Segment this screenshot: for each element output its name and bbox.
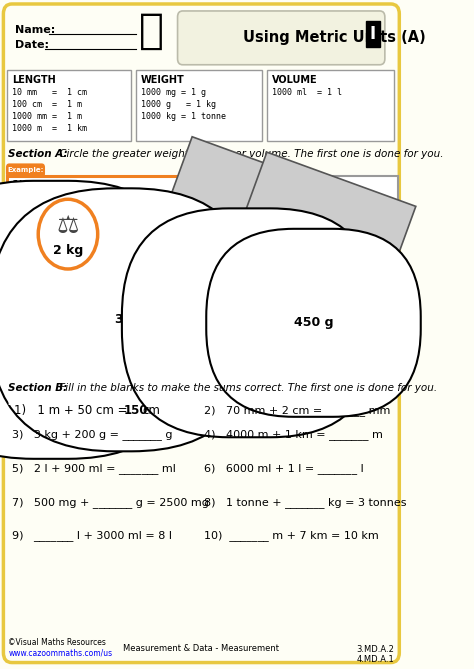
Text: 2)   70 mm + 2 cm = _______ mm: 2) 70 mm + 2 cm = _______ mm — [204, 405, 390, 416]
Text: cm: cm — [143, 404, 161, 417]
Text: 5 cm: 5 cm — [300, 232, 336, 256]
FancyBboxPatch shape — [6, 163, 45, 177]
Text: 1000 mg = 1 g: 1000 mg = 1 g — [141, 88, 206, 97]
FancyBboxPatch shape — [366, 21, 380, 47]
Text: 6)   6000 ml + 1 l = _______ l: 6) 6000 ml + 1 l = _______ l — [204, 463, 364, 474]
Text: Example:: Example: — [7, 399, 44, 405]
Text: 1000 ml  = 1 l: 1000 ml = 1 l — [272, 88, 342, 97]
Text: 1)   1 m + 50 cm =: 1) 1 m + 50 cm = — [14, 404, 131, 417]
Text: 1000 m  =  1 km: 1000 m = 1 km — [12, 124, 87, 132]
Text: 1000 g   = 1 kg: 1000 g = 1 kg — [141, 100, 216, 108]
Text: Fill in the blanks to make the sums correct. The first one is done for you.: Fill in the blanks to make the sums corr… — [56, 383, 437, 393]
FancyBboxPatch shape — [203, 177, 398, 286]
Text: Using Metric Units (A): Using Metric Units (A) — [243, 30, 426, 45]
Text: Measurement & Data - Measurement: Measurement & Data - Measurement — [123, 644, 279, 653]
Text: Name:: Name: — [15, 25, 55, 35]
Text: 4)   4000 m + 1 km = _______ m: 4) 4000 m + 1 km = _______ m — [204, 429, 383, 440]
FancyBboxPatch shape — [178, 11, 385, 65]
Text: 2): 2) — [213, 181, 226, 191]
Text: 4000
ml: 4000 ml — [34, 306, 68, 334]
Text: 2 kg: 2 kg — [53, 244, 83, 257]
Text: Example:: Example: — [7, 167, 44, 173]
Text: ⚖: ⚖ — [125, 214, 147, 238]
Text: 3): 3) — [12, 282, 25, 292]
FancyBboxPatch shape — [7, 278, 201, 373]
Text: 4): 4) — [213, 282, 226, 292]
Text: 1000 g: 1000 g — [112, 244, 160, 257]
Text: 150: 150 — [123, 404, 148, 417]
Text: I: I — [370, 25, 376, 43]
FancyBboxPatch shape — [6, 395, 45, 409]
Text: ⚖: ⚖ — [57, 214, 79, 238]
FancyBboxPatch shape — [7, 70, 131, 141]
Text: 10)  _______ m + 7 km = 10 km: 10) _______ m + 7 km = 10 km — [204, 531, 379, 541]
Text: 3 l: 3 l — [115, 313, 132, 326]
FancyBboxPatch shape — [267, 70, 394, 141]
Text: Date:: Date: — [15, 40, 49, 50]
Text: ©Visual Maths Resources: ©Visual Maths Resources — [9, 638, 106, 647]
Text: Section B:: Section B: — [9, 383, 68, 393]
Text: 🧑: 🧑 — [139, 10, 164, 52]
Text: 9)   _______ l + 3000 ml = 8 l: 9) _______ l + 3000 ml = 8 l — [12, 531, 172, 541]
Text: 450 g: 450 g — [294, 316, 333, 329]
Text: 1000 kg = 1 tonne: 1000 kg = 1 tonne — [141, 112, 226, 120]
Text: Section A:: Section A: — [9, 149, 68, 159]
Text: 3.MD.A.2
4.MD.A.1: 3.MD.A.2 4.MD.A.1 — [356, 645, 394, 664]
Text: 8)   1 tonne + _______ kg = 3 tonnes: 8) 1 tonne + _______ kg = 3 tonnes — [204, 496, 406, 508]
Text: 3)   3 kg + 200 g = _______ g: 3) 3 kg + 200 g = _______ g — [12, 429, 173, 440]
Text: VOLUME: VOLUME — [272, 75, 318, 85]
Text: www.cazoommaths.com/us: www.cazoommaths.com/us — [9, 648, 113, 657]
Text: 1): 1) — [12, 181, 25, 191]
Text: 1000 mm =  1 m: 1000 mm = 1 m — [12, 112, 82, 120]
Text: 7)   500 mg + _______ g = 2500 mg: 7) 500 mg + _______ g = 2500 mg — [12, 496, 209, 508]
Text: ½ kg: ½ kg — [229, 315, 271, 330]
Text: WEIGHT: WEIGHT — [141, 75, 185, 85]
Text: Circle the greater weight, length, or volume. The first one is done for you.: Circle the greater weight, length, or vo… — [56, 149, 444, 159]
Text: 10 mm   =  1 cm: 10 mm = 1 cm — [12, 88, 87, 97]
Text: 100 cm  =  1 m: 100 cm = 1 m — [12, 100, 82, 108]
FancyBboxPatch shape — [7, 399, 192, 422]
FancyBboxPatch shape — [7, 177, 201, 286]
FancyBboxPatch shape — [3, 4, 399, 662]
Text: 5)   2 l + 900 ml = _______ ml: 5) 2 l + 900 ml = _______ ml — [12, 463, 176, 474]
FancyBboxPatch shape — [203, 278, 398, 373]
FancyBboxPatch shape — [136, 70, 262, 141]
Text: 40 mm: 40 mm — [225, 217, 274, 246]
Text: LENGTH: LENGTH — [12, 75, 55, 85]
